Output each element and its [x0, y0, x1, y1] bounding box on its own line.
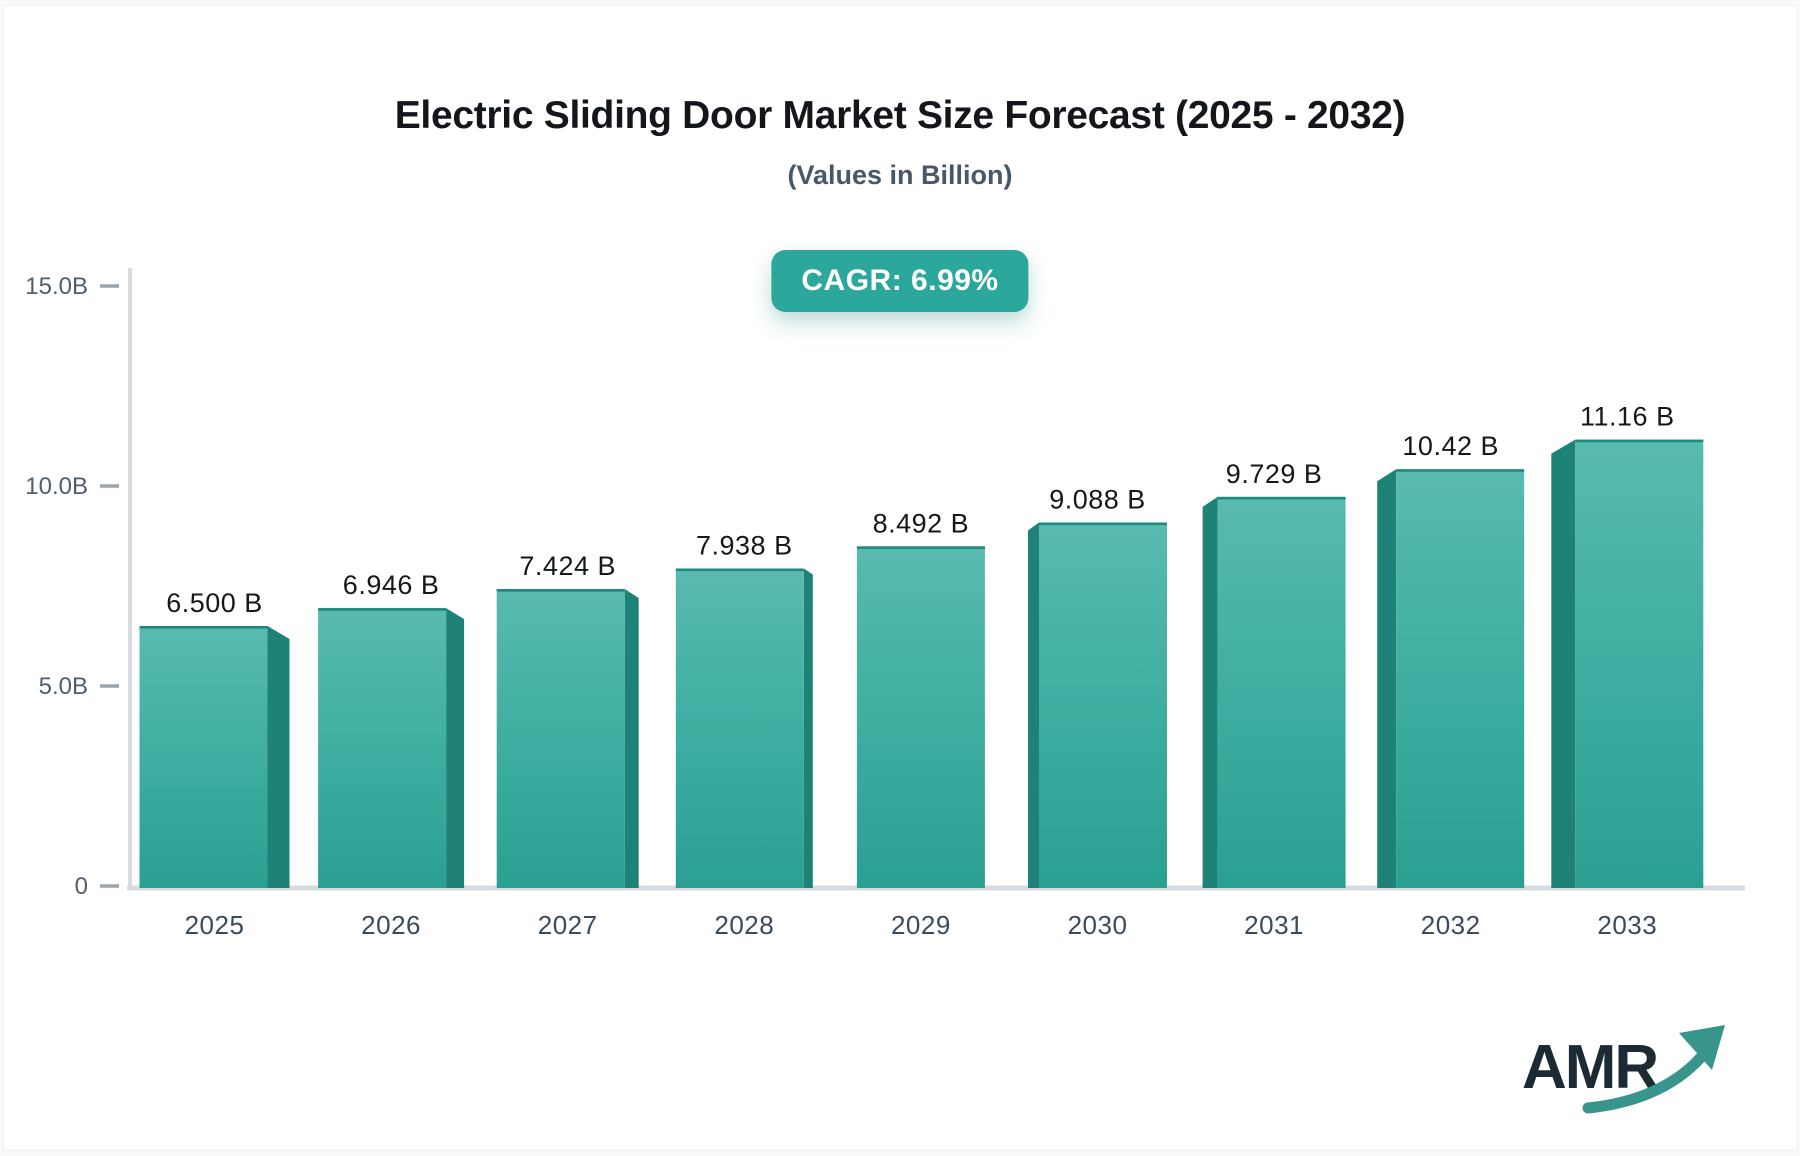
bar-group-2032: 10.42 B 2032	[1377, 431, 1525, 940]
bar-value-label: 11.16 B	[1580, 402, 1675, 432]
y-tick-label: 5.0B	[39, 673, 88, 700]
bar-value-label: 10.42 B	[1402, 431, 1499, 461]
bar-face	[318, 608, 447, 888]
cagr-badge: CAGR: 6.99%	[771, 250, 1029, 312]
bar-group-2025: 6.500 B 2025	[139, 588, 290, 940]
bar-side-face	[446, 608, 465, 888]
logo-arrow-swoosh	[1582, 1049, 1709, 1114]
bar-value-label: 9.729 B	[1226, 459, 1323, 489]
x-axis-label: 2028	[714, 910, 774, 940]
bar-face	[1217, 496, 1346, 888]
bar-face	[496, 589, 625, 888]
x-axis-label: 2025	[185, 910, 245, 940]
bar-value-label: 7.938 B	[696, 530, 793, 560]
bar-face	[1575, 439, 1704, 888]
bar-value-label: 6.500 B	[166, 588, 263, 618]
chart-subtitle: (Values in Billion)	[787, 160, 1013, 190]
bar-face	[675, 568, 804, 888]
x-axis-label: 2027	[538, 910, 598, 940]
bar-face	[139, 626, 268, 888]
y-tick-label: 0	[75, 873, 88, 900]
bar-group-2029: 8.492 B 2029	[856, 508, 985, 940]
bar-face	[856, 546, 985, 888]
bar-value-label: 8.492 B	[873, 508, 970, 538]
bar-group-2026: 6.946 B 2026	[318, 570, 465, 940]
bar-group-2028: 7.938 B 2028	[675, 530, 813, 940]
y-tick-label: 15.0B	[25, 273, 88, 300]
x-axis-label: 2031	[1244, 910, 1304, 940]
bar-face	[1396, 469, 1525, 888]
bar-group-2027: 7.424 B 2027	[496, 551, 639, 940]
x-axis-label: 2033	[1597, 910, 1657, 940]
x-axis-label: 2032	[1421, 910, 1481, 940]
bar-value-label: 6.946 B	[343, 570, 440, 600]
logo-arrow-head-icon	[1679, 1025, 1725, 1070]
x-axis-label: 2030	[1068, 910, 1128, 940]
bar-face	[1039, 522, 1167, 888]
bar-group-2030: 9.088 B 2030	[1028, 484, 1167, 940]
amr-logo: AMR	[1522, 1025, 1725, 1114]
bar-side-face	[1551, 439, 1576, 888]
bar-group-2031: 9.729 B 2031	[1202, 459, 1346, 940]
y-tick-label: 10.0B	[25, 473, 88, 500]
x-axis-label: 2029	[891, 910, 951, 940]
bar-side-face	[1377, 469, 1397, 888]
bar-side-face	[267, 626, 290, 888]
bar-side-face	[624, 589, 639, 888]
bar-side-face	[803, 568, 813, 888]
bar-side-face	[1202, 496, 1218, 888]
amr-logo-text: AMR	[1522, 1033, 1658, 1102]
x-axis-label: 2026	[361, 910, 421, 940]
bar-side-face	[1028, 522, 1039, 888]
chart-title: Electric Sliding Door Market Size Foreca…	[394, 94, 1406, 137]
bar-group-2033: 11.16 B 2033	[1551, 402, 1704, 940]
bar-value-label: 9.088 B	[1049, 484, 1146, 514]
bar-value-label: 7.424 B	[519, 551, 616, 581]
